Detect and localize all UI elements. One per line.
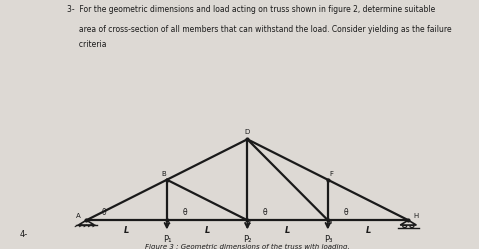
Text: Figure 3 : Geometric dimensions of the truss with loading.: Figure 3 : Geometric dimensions of the t… [145,244,350,249]
Text: L: L [124,226,129,235]
Text: F: F [329,171,333,177]
Text: G: G [327,219,332,226]
Text: θ: θ [263,208,267,217]
Text: L: L [365,226,371,235]
Text: B: B [161,171,166,177]
Text: 3-  For the geometric dimensions and load acting on truss shown in figure 2, det: 3- For the geometric dimensions and load… [67,5,435,14]
Text: 4-: 4- [19,230,27,239]
Text: θ: θ [343,208,348,217]
Text: P₃: P₃ [324,235,332,244]
Text: P₁: P₁ [163,235,171,244]
Text: θ: θ [182,208,187,217]
Text: E: E [247,219,251,226]
Text: C: C [166,219,171,226]
Text: A: A [76,213,81,219]
Text: L: L [285,226,290,235]
Text: criteria: criteria [67,40,106,49]
Text: area of cross-section of all members that can withstand the load. Consider yield: area of cross-section of all members tha… [67,25,452,34]
Text: θ: θ [102,208,106,217]
Text: L: L [205,226,210,235]
Text: D: D [245,129,250,135]
Text: H: H [414,213,419,219]
Text: P₂: P₂ [243,235,251,244]
